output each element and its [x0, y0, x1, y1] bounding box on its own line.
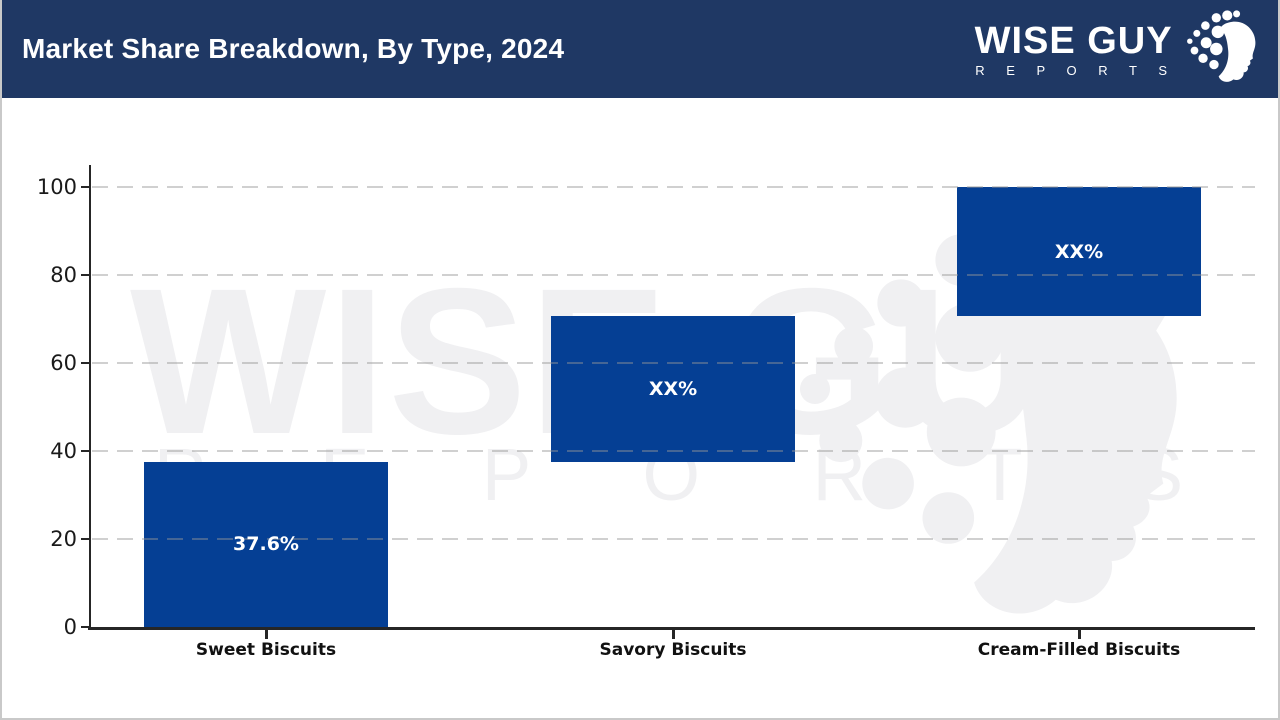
y-tick-label: 100 — [36, 175, 77, 199]
y-tick-label: 40 — [50, 439, 77, 463]
header-bar: Market Share Breakdown, By Type, 2024 WI… — [2, 0, 1278, 98]
y-tick-label: 60 — [50, 351, 77, 375]
bar-value-label: XX% — [1054, 240, 1104, 263]
y-tick-mark — [81, 362, 90, 364]
y-gridline — [92, 450, 1255, 452]
y-axis-line — [89, 165, 91, 630]
bar — [551, 316, 795, 462]
y-tick-label: 20 — [50, 527, 77, 551]
x-tick-mark — [265, 630, 268, 639]
y-gridline — [92, 274, 1255, 276]
y-tick-label: 80 — [50, 263, 77, 287]
x-category-label: Savory Biscuits — [599, 640, 747, 660]
y-gridline — [92, 362, 1255, 364]
y-tick-label: 0 — [63, 615, 77, 639]
brand-logo: WISE GUY R E P O R T S — [971, 7, 1260, 91]
x-tick-mark — [672, 630, 675, 639]
bar — [144, 461, 388, 627]
brand-face-icon — [1187, 10, 1256, 82]
x-category-label: Sweet Biscuits — [195, 640, 337, 660]
brand-wordmark: WISE GUY — [974, 19, 1173, 62]
bar — [957, 187, 1201, 317]
y-gridline — [92, 186, 1255, 188]
brand-logo-text: WISE GUY R E P O R T S — [971, 22, 1176, 77]
page-title: Market Share Breakdown, By Type, 2024 — [22, 33, 565, 64]
brand-subtext: R E P O R T S — [975, 62, 1176, 78]
bar-value-label: XX% — [648, 377, 698, 400]
x-axis-line — [88, 627, 1255, 630]
y-tick-mark — [81, 538, 90, 540]
bar-value-label: 37.6% — [233, 533, 299, 556]
y-tick-mark — [81, 274, 90, 276]
x-tick-mark — [1078, 630, 1081, 639]
y-tick-mark — [81, 450, 90, 452]
y-tick-mark — [81, 186, 90, 188]
y-tick-mark — [81, 626, 90, 628]
x-category-label: Cream-Filled Biscuits — [977, 640, 1181, 660]
y-gridline — [92, 538, 1255, 540]
